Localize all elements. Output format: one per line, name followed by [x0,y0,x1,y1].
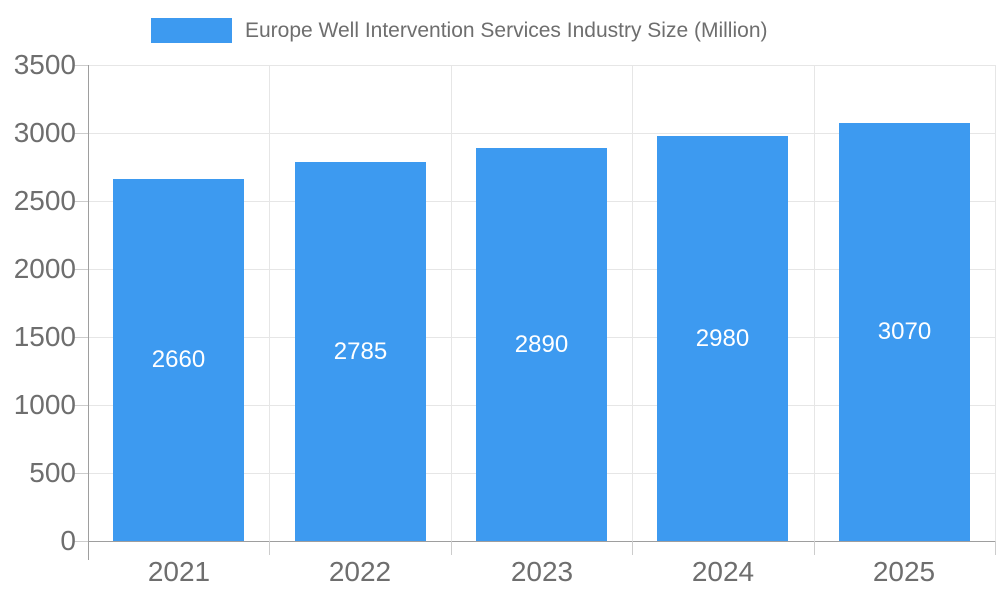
x-axis-label: 2021 [147,556,211,587]
y-axis-tick [74,269,88,270]
y-gridline [88,133,995,134]
y-axis-label: 3000 [13,117,76,148]
bar-2023[interactable]: 2890 [476,148,607,541]
bar-value-label: 2980 [695,324,750,352]
y-axis-tick [74,133,88,134]
x-axis-label: 2025 [872,556,936,587]
y-axis-line [88,65,89,560]
x-gridline [995,65,996,541]
y-axis-label: 1000 [13,389,76,420]
bar-value-label: 2890 [514,330,569,358]
y-axis-tick [74,541,88,542]
bar-2024[interactable]: 2980 [657,136,788,541]
x-gridline [269,65,270,541]
y-axis-tick [74,473,88,474]
bar-value-label: 2660 [151,346,206,373]
y-axis-tick [74,201,88,202]
bar-2022[interactable]: 2785 [295,162,426,541]
legend-swatch [151,18,232,43]
y-axis-tick [74,405,88,406]
y-axis-label: 3500 [13,49,76,80]
bar-value-label: 2785 [333,337,388,365]
x-axis-tick [814,541,815,555]
x-gridline [451,65,452,541]
y-gridline [88,541,995,542]
y-axis-tick [74,65,88,66]
x-axis-label: 2024 [691,556,755,587]
x-axis-label: 2022 [328,556,392,587]
x-gridline [632,65,633,541]
y-axis-label: 500 [29,457,76,488]
y-axis-label: 2000 [13,253,76,284]
bar-value-label: 3070 [877,318,932,345]
x-gridline [814,65,815,541]
y-axis-tick [74,337,88,338]
bar-2021[interactable]: 2660 [113,179,244,541]
x-axis-tick [451,541,452,555]
x-axis-label: 2023 [510,556,574,587]
bar-2025[interactable]: 3070 [839,123,970,541]
x-axis-tick [632,541,633,555]
legend-label: Europe Well Intervention Services Indust… [245,19,768,42]
y-axis-label: 1500 [13,321,76,352]
x-axis-tick [269,541,270,555]
x-axis-tick [995,541,996,555]
y-gridline [88,65,995,66]
y-axis-label: 2500 [13,185,76,216]
y-axis-label: 0 [60,525,76,556]
